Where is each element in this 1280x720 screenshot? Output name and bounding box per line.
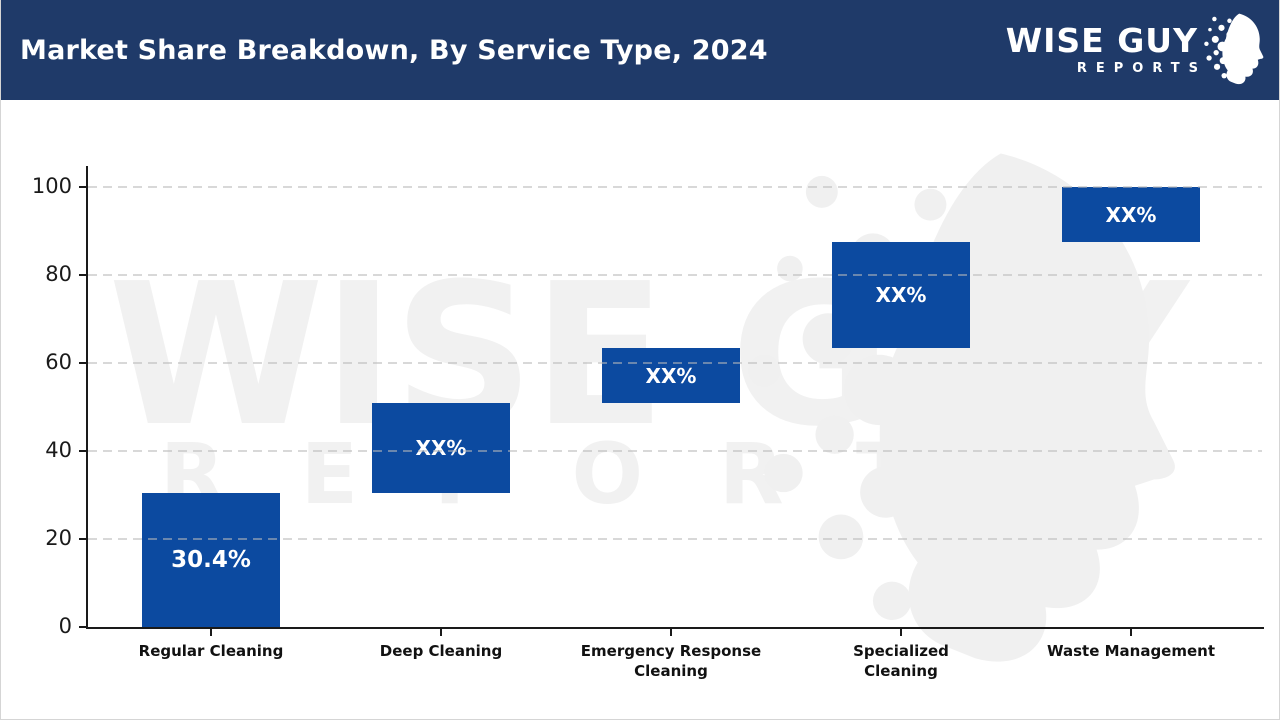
x-tick-label-line: Cleaning [864,662,938,680]
header-bar: Market Share Breakdown, By Service Type,… [0,0,1280,100]
bar-regular-cleaning: 30.4% [142,493,280,627]
gridline-100 [88,186,1262,188]
x-tick-label-deep-cleaning: Deep Cleaning [325,641,557,661]
x-tick-label-regular-cleaning: Regular Cleaning [95,641,327,661]
x-tick-mark-deep-cleaning [440,629,442,636]
x-tick-label-emergency-response-cleaning: Emergency Response Cleaning [555,641,787,681]
x-tick-mark-regular-cleaning [210,629,212,636]
y-tick-label-100: 100 [31,174,72,198]
x-tick-label-line: Cleaning [634,662,708,680]
bar-specialized-cleaning: XX% [832,242,970,349]
y-tick-mark-60 [79,362,87,364]
gridline-80 [88,274,1262,276]
x-tick-mark-specialized-cleaning [900,629,902,636]
x-tick-label-specialized-cleaning: Specialized Cleaning [785,641,1017,681]
y-tick-label-60: 60 [45,350,72,374]
y-axis-spine [86,166,88,629]
y-tick-label-40: 40 [45,438,72,462]
x-tick-label-line: Specialized [853,642,949,660]
logo-head-icon [1204,13,1264,85]
gridline-60 [88,362,1262,364]
bar-deep-cleaning: XX% [372,403,510,494]
y-tick-mark-80 [79,274,87,276]
waterfall-chart: 0 20 40 60 80 100 30.4% XX% XX% XX% XX% Regular C… [0,100,1280,720]
x-tick-mark-waste-management [1130,629,1132,636]
wise-guy-logo: WISE GUY REPORTS [1006,10,1264,90]
gridline-40 [88,450,1262,452]
y-tick-label-20: 20 [45,526,72,550]
x-tick-label-line: Waste Management [1046,642,1216,660]
x-tick-mark-emergency-response-cleaning [670,629,672,636]
gridline-20 [88,538,1262,540]
logo-tagline: REPORTS [1076,61,1207,76]
bar-value-label: XX% [875,283,927,308]
bar-value-label: XX% [645,363,697,388]
y-tick-label-80: 80 [45,262,72,286]
y-tick-mark-20 [79,538,87,540]
y-tick-mark-0 [79,626,87,628]
y-tick-mark-40 [79,450,87,452]
bar-emergency-response-cleaning: XX% [602,348,740,404]
x-tick-label-waste-management: Waste Management [1015,641,1247,661]
logo-text: WISE GUY REPORTS [1005,21,1198,77]
bar-value-label: XX% [415,436,467,461]
bar-value-label: 30.4% [171,547,251,574]
y-tick-mark-100 [79,186,87,188]
y-tick-label-0: 0 [58,614,72,638]
logo-wordmark: WISE GUY [1005,21,1198,60]
x-axis-spine [86,627,1264,629]
page-title: Market Share Breakdown, By Service Type,… [20,34,768,66]
x-tick-label-line: Deep Cleaning [379,642,503,660]
bar-value-label: XX% [1105,202,1157,227]
x-tick-label-line: Emergency Response [580,642,762,660]
bar-waste-management: XX% [1062,187,1200,242]
x-tick-label-line: Regular Cleaning [138,642,284,660]
